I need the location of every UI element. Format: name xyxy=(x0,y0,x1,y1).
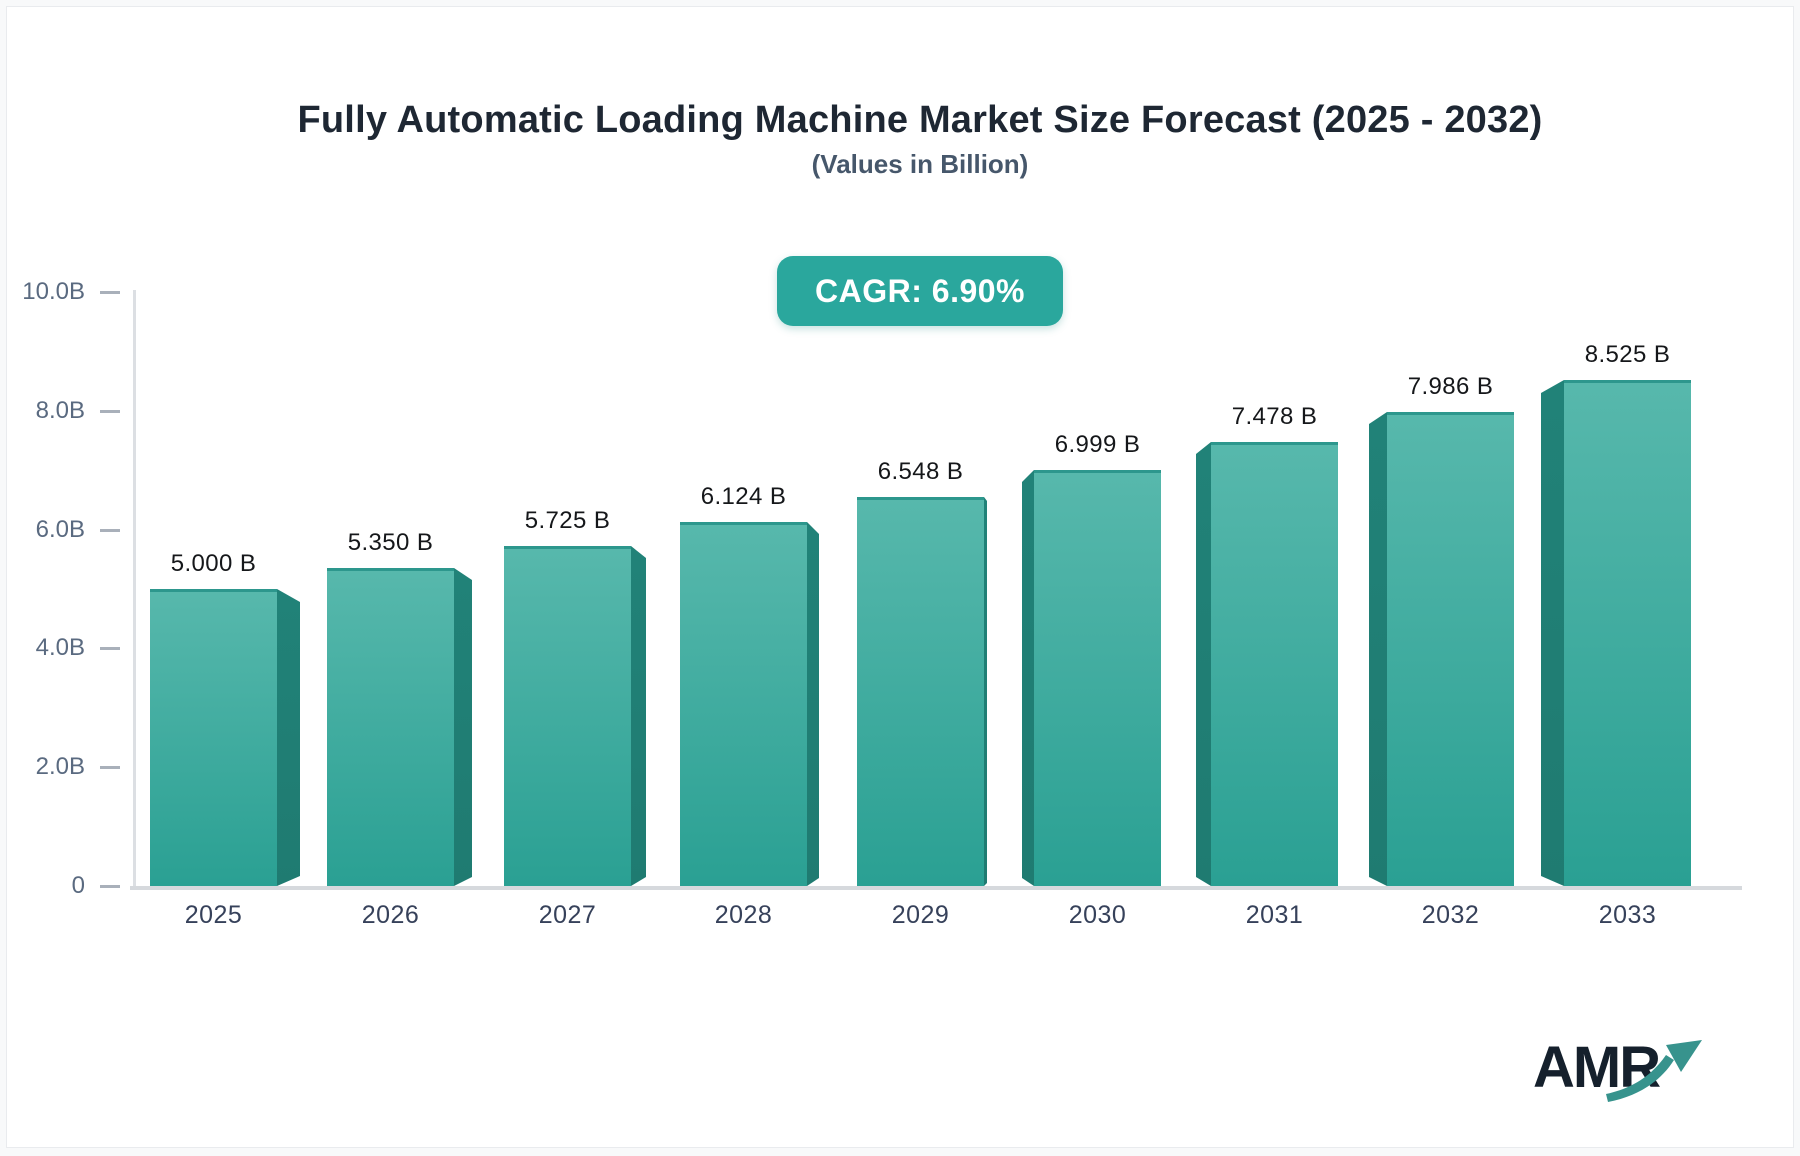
bar-value-label: 7.986 B xyxy=(1407,373,1494,400)
x-axis-label: 2031 xyxy=(1245,901,1304,929)
bar-value-label: 6.124 B xyxy=(700,483,787,510)
bar[interactable] xyxy=(1034,470,1161,886)
x-axis-label: 2025 xyxy=(184,901,243,929)
cagr-badge: CAGR: 6.90% xyxy=(777,256,1063,326)
y-axis-tick xyxy=(100,766,120,770)
bar-side-face xyxy=(1022,470,1034,886)
bar-value-label: 6.999 B xyxy=(1054,431,1141,458)
y-axis-label: 6.0B xyxy=(35,515,85,543)
bar[interactable] xyxy=(1211,442,1338,886)
bar[interactable] xyxy=(1564,380,1691,886)
bar-side-face xyxy=(454,568,472,886)
x-axis-label: 2027 xyxy=(538,901,597,929)
bar-side-face xyxy=(1369,412,1387,886)
growth-arrow-icon xyxy=(1606,1040,1702,1102)
y-axis-tick xyxy=(100,528,120,532)
bar-side-face xyxy=(984,497,987,886)
x-axis-label: 2028 xyxy=(714,901,773,929)
bar-side-face xyxy=(1541,380,1564,886)
bar[interactable] xyxy=(680,522,807,886)
y-axis-tick xyxy=(100,291,120,294)
y-axis-label: 0 xyxy=(71,872,85,899)
bar-side-face xyxy=(631,546,646,886)
chart-subtitle: (Values in Billion) xyxy=(811,149,1029,179)
y-axis-label: 4.0B xyxy=(35,634,85,662)
bar[interactable] xyxy=(327,568,454,886)
y-axis-label: 10.0B xyxy=(22,278,85,305)
y-axis-tick xyxy=(100,885,120,888)
y-axis-line xyxy=(133,290,136,888)
bar[interactable] xyxy=(1387,412,1514,886)
y-axis-label: 2.0B xyxy=(35,753,85,781)
bar-value-label: 7.478 B xyxy=(1231,403,1318,430)
cagr-badge-row: CAGR: 6.90% xyxy=(20,256,1800,326)
y-axis-tick xyxy=(100,647,120,651)
bar-value-label: 5.725 B xyxy=(524,507,611,534)
x-axis-label: 2029 xyxy=(891,901,950,929)
x-axis-label: 2030 xyxy=(1068,901,1127,929)
bar-value-label: 6.548 B xyxy=(877,458,964,485)
x-axis-label: 2026 xyxy=(361,901,420,929)
x-axis-baseline xyxy=(130,886,1742,890)
bar[interactable] xyxy=(857,497,984,886)
bar-value-label: 5.000 B xyxy=(170,550,257,577)
bar-side-face xyxy=(1196,442,1211,886)
bar-side-face xyxy=(807,522,819,886)
y-axis-label: 8.0B xyxy=(35,396,85,424)
bar-side-face xyxy=(277,589,300,886)
x-axis-label: 2033 xyxy=(1598,901,1657,929)
x-axis-label: 2032 xyxy=(1421,901,1480,929)
bar[interactable] xyxy=(504,546,631,886)
bar[interactable] xyxy=(150,589,277,886)
bar-value-label: 5.350 B xyxy=(347,529,434,556)
amr-logo: AMR xyxy=(1528,1030,1738,1120)
chart-title: Fully Automatic Loading Machine Market S… xyxy=(297,99,1543,141)
bar-value-label: 8.525 B xyxy=(1584,341,1671,368)
y-axis-tick xyxy=(100,409,120,413)
